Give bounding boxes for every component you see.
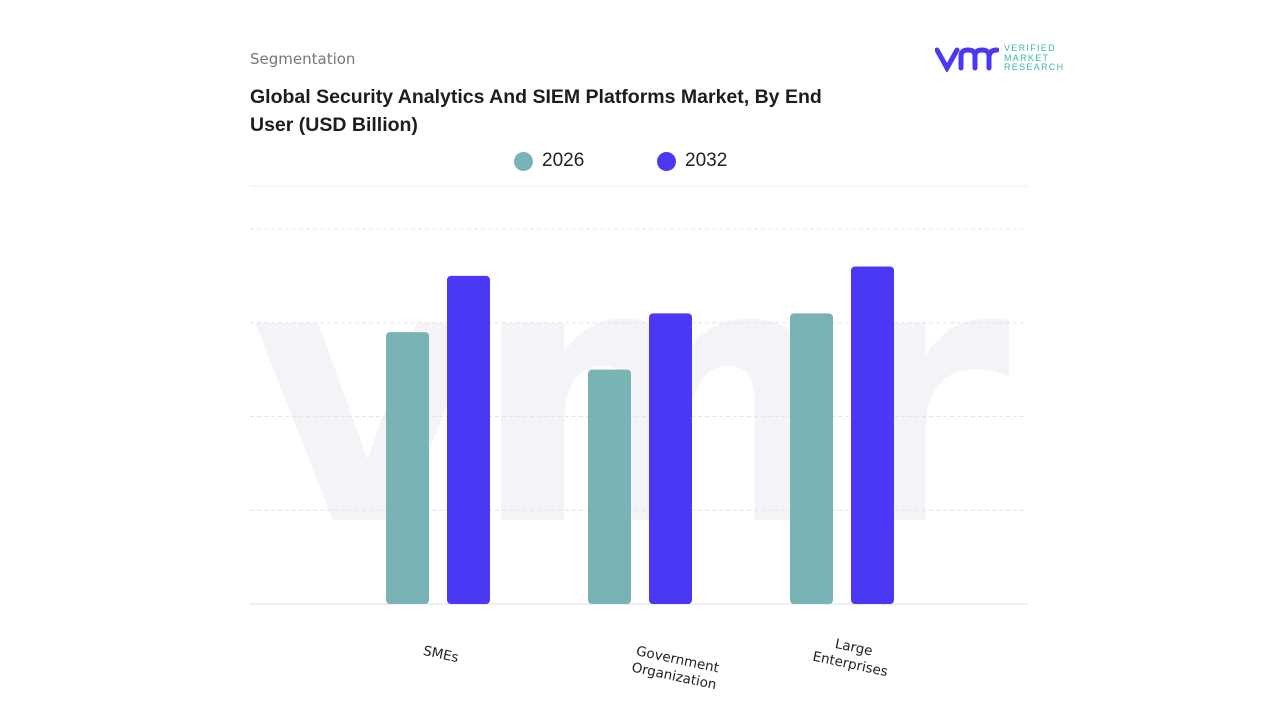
bar-2032-government-organization	[649, 313, 692, 604]
bar-2032-large-enterprises	[851, 266, 894, 604]
legend-label: 2032	[685, 150, 728, 171]
bar-2026-government-organization	[588, 369, 631, 604]
bar-2026-smes	[386, 332, 429, 604]
logo: VERIFIED MARKET RESEARCH	[935, 43, 1065, 73]
logo-line: RESEARCH	[1004, 62, 1065, 72]
bar-2032-smes	[447, 275, 490, 604]
segment-label: Segmentation	[250, 50, 356, 68]
legend-item-2032: 2032	[657, 150, 800, 172]
legend-label: 2026	[542, 150, 585, 171]
legend-item-2026: 2026	[514, 150, 657, 172]
bar-2026-large-enterprises	[790, 313, 833, 604]
logo-line: VERIFIED	[1004, 43, 1056, 53]
vmr-logo-icon	[935, 47, 999, 73]
watermark: vmr	[250, 186, 1012, 605]
legend-swatch	[657, 151, 676, 171]
logo-line: MARKET	[1004, 52, 1050, 63]
legend: 2026 2032	[514, 150, 800, 172]
chart-title: Global Security Analytics And SIEM Platf…	[250, 86, 822, 136]
legend-swatch	[514, 151, 533, 171]
